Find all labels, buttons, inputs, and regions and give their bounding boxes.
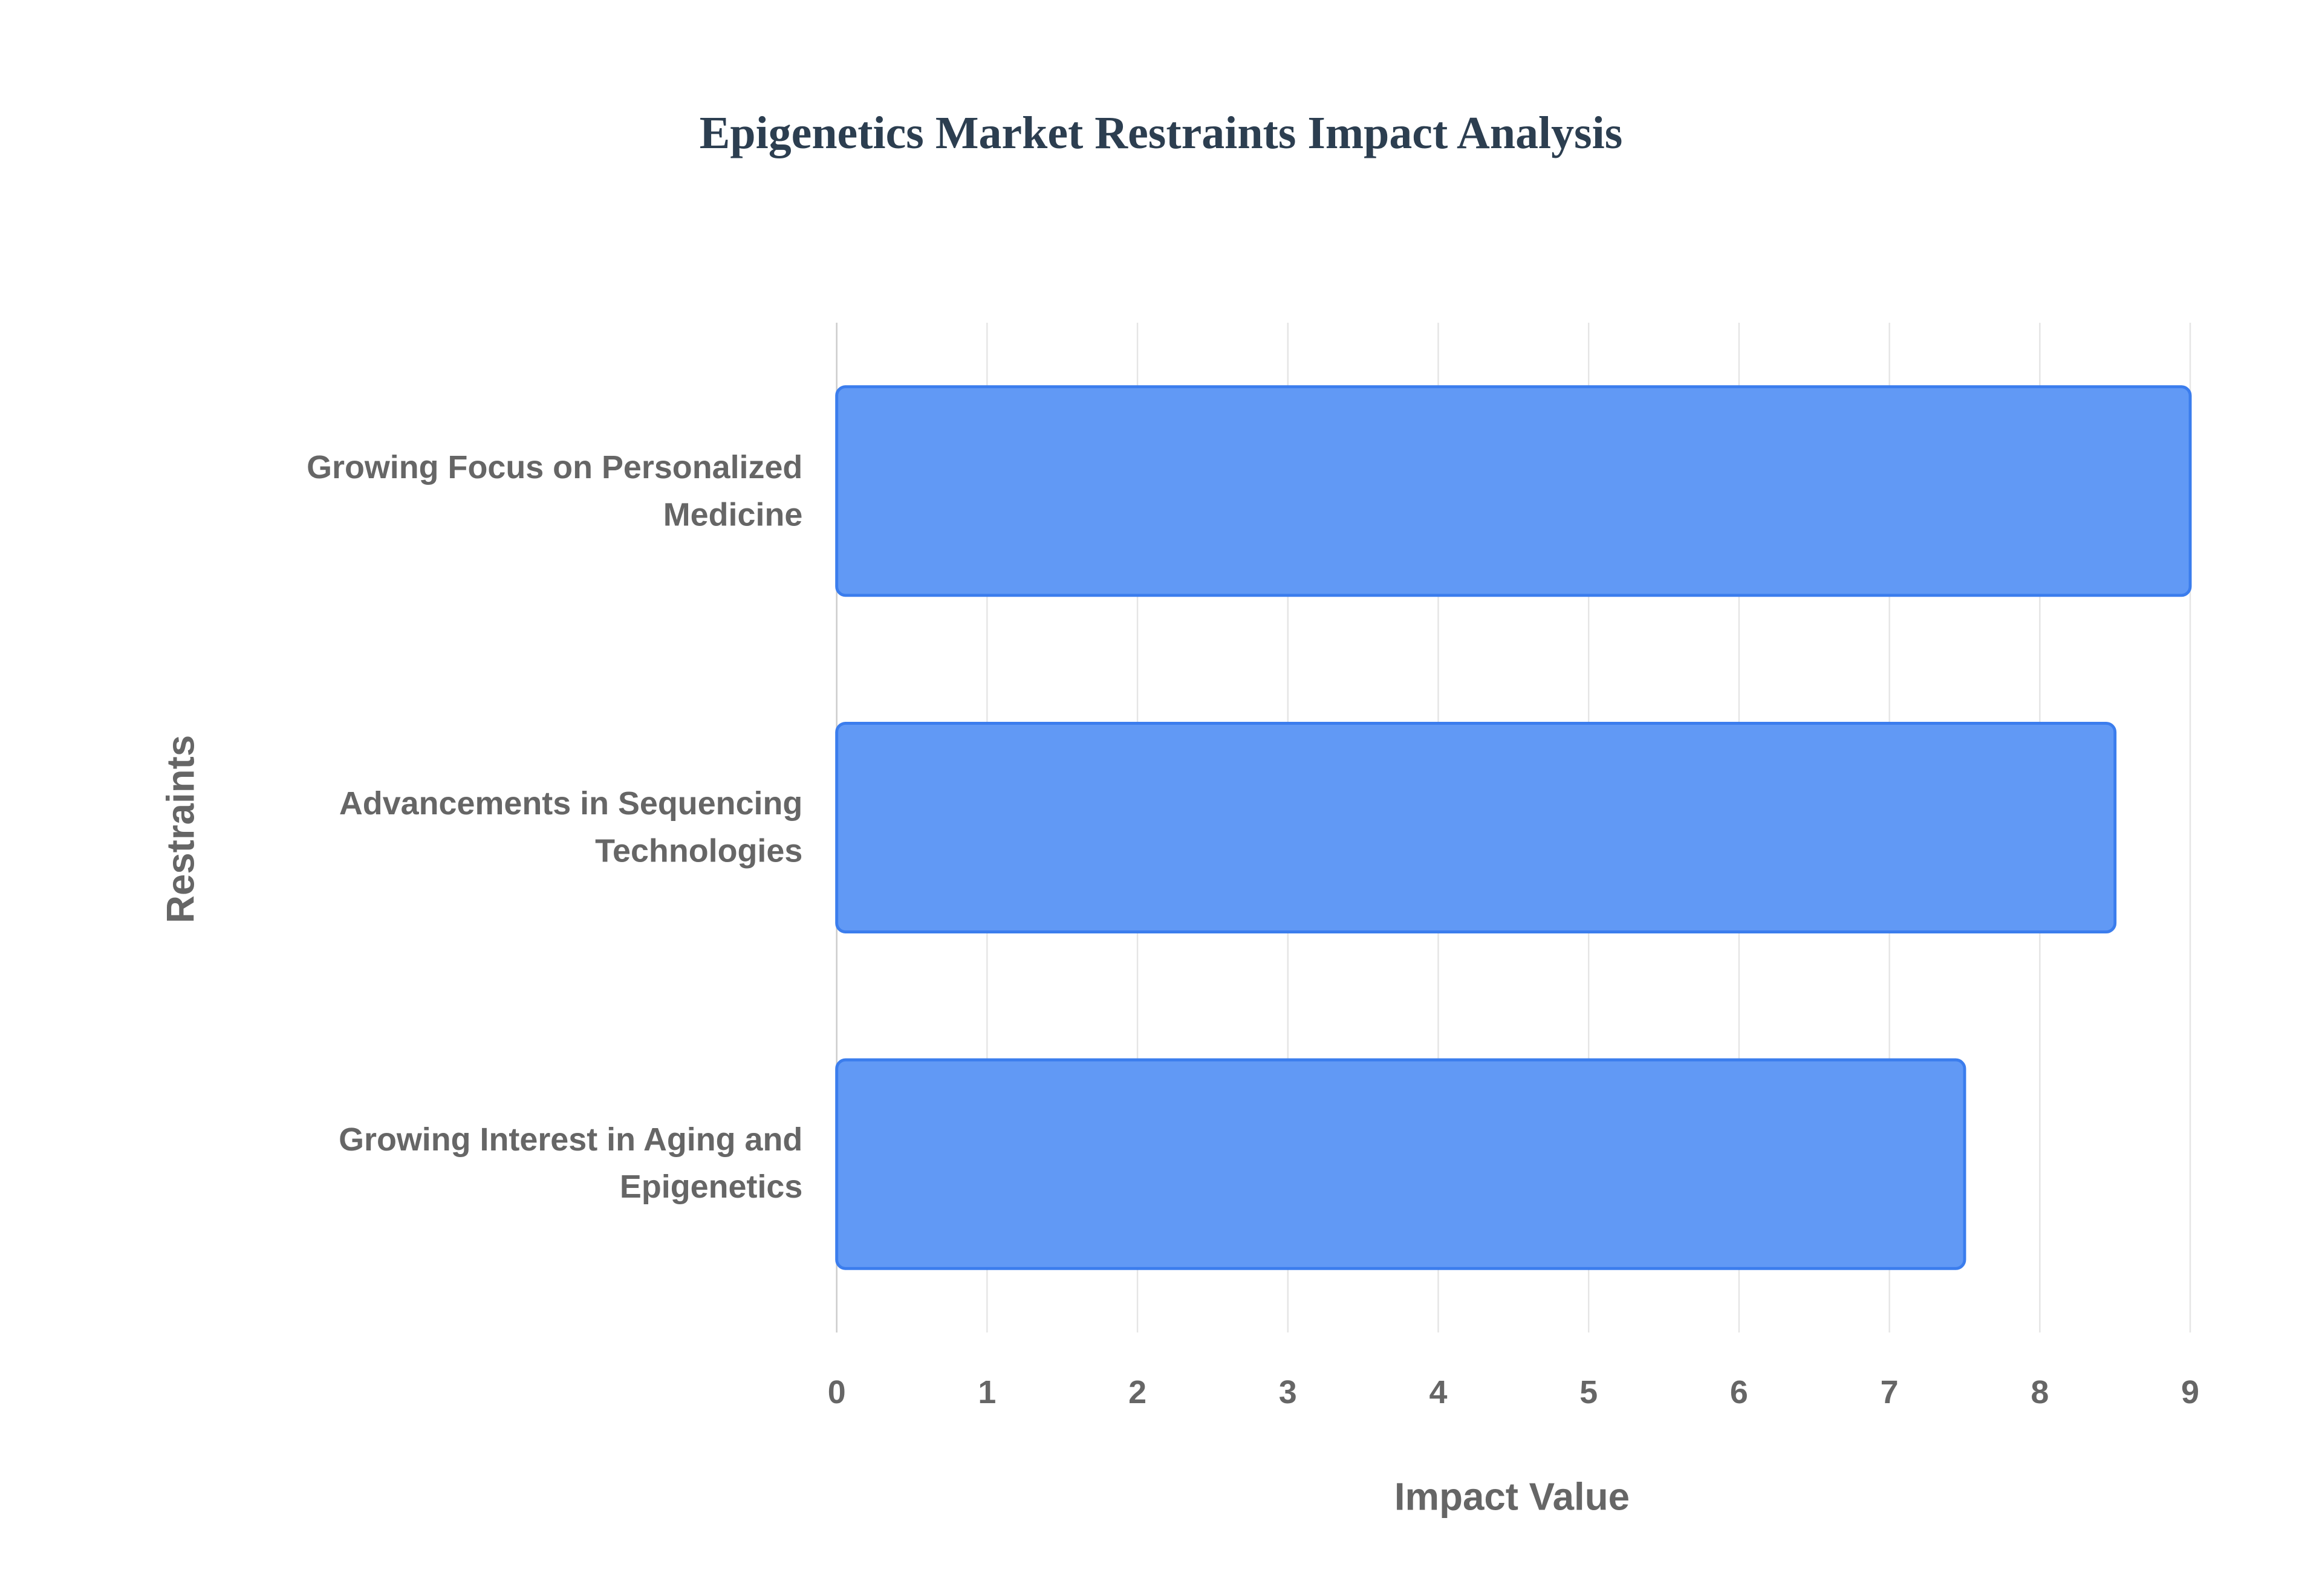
y-tick-label: Growing Interest in Aging and Epigenetic…	[339, 1121, 803, 1206]
x-tick-label: 2	[1128, 1374, 1146, 1410]
x-tick-label: 8	[2031, 1374, 2049, 1410]
x-tick-label: 9	[2181, 1374, 2199, 1410]
bar	[835, 721, 2117, 934]
x-tick-label: 3	[1279, 1374, 1297, 1410]
x-tick-label: 4	[1429, 1374, 1448, 1410]
x-tick-label: 7	[1881, 1374, 1899, 1410]
bar	[835, 385, 2192, 597]
y-axis-title: Restraints	[159, 735, 202, 923]
y-tick-label: Advancements in Sequencing Technologies	[339, 784, 803, 869]
x-tick-label: 1	[978, 1374, 996, 1410]
x-tick-label: 5	[1579, 1374, 1598, 1410]
y-tick-label-box: Advancements in Sequencing Technologies	[339, 784, 803, 869]
x-tick-label: 0	[828, 1374, 846, 1410]
y-tick-label-box: Growing Focus on Personalized Medicine	[307, 448, 803, 533]
y-tick-label: Growing Focus on Personalized Medicine	[307, 448, 803, 533]
chart-title: Epigenetics Market Restraints Impact Ana…	[700, 108, 1622, 158]
bar	[835, 1058, 1966, 1270]
x-tick-label: 6	[1730, 1374, 1748, 1410]
y-tick-label-box: Growing Interest in Aging and Epigenetic…	[339, 1121, 803, 1206]
x-axis-title: Impact Value	[1394, 1476, 1630, 1519]
